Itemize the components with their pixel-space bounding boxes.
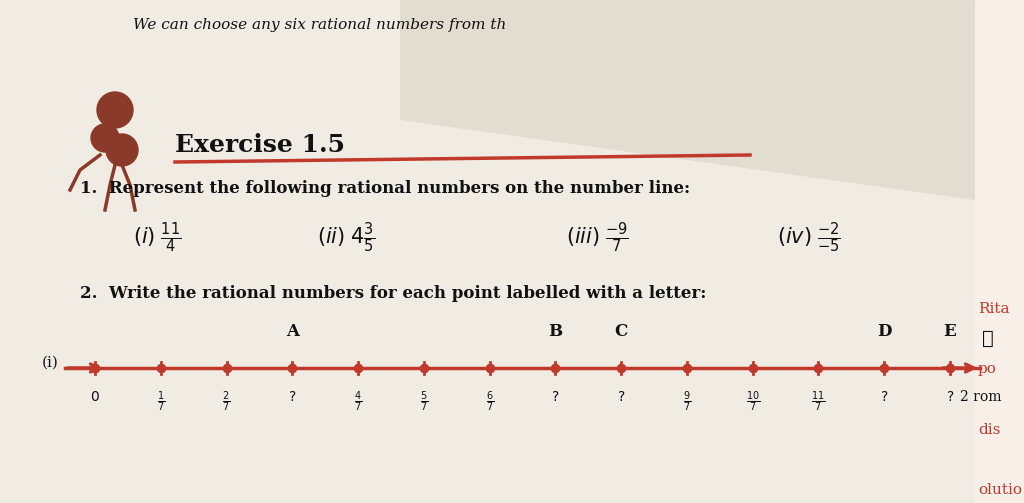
- Text: $\frac{1}{7}$: $\frac{1}{7}$: [157, 390, 165, 414]
- Circle shape: [91, 124, 119, 152]
- Circle shape: [97, 92, 133, 128]
- Text: $?$: $?$: [551, 390, 559, 404]
- Text: $\frac{10}{7}$: $\frac{10}{7}$: [745, 390, 760, 414]
- Text: $?$: $?$: [946, 390, 954, 404]
- Text: D: D: [877, 323, 892, 340]
- Text: We can choose any six rational numbers from th: We can choose any six rational numbers f…: [133, 18, 507, 32]
- Text: 1.  Represent the following rational numbers on the number line:: 1. Represent the following rational numb…: [80, 180, 690, 197]
- Text: $\frac{6}{7}$: $\frac{6}{7}$: [485, 390, 494, 414]
- Text: C: C: [614, 323, 628, 340]
- Text: $?$: $?$: [880, 390, 889, 404]
- Text: dis: dis: [978, 423, 1000, 437]
- Text: $?$: $?$: [288, 390, 297, 404]
- Text: olutio: olutio: [978, 483, 1022, 497]
- Text: $\frac{4}{7}$: $\frac{4}{7}$: [354, 390, 362, 414]
- Text: B: B: [548, 323, 562, 340]
- Text: (i): (i): [42, 356, 58, 370]
- Bar: [975, 0, 1024, 503]
- Text: $\frac{5}{7}$: $\frac{5}{7}$: [420, 390, 428, 414]
- Text: $?$: $?$: [617, 390, 626, 404]
- Text: po: po: [978, 362, 997, 376]
- Text: $(i)\;\frac{11}{4}$: $(i)\;\frac{11}{4}$: [133, 221, 181, 255]
- Text: ∴: ∴: [982, 330, 993, 348]
- Text: 2 rom: 2 rom: [961, 390, 1001, 404]
- Text: $(iii)\;\frac{-9}{7}$: $(iii)\;\frac{-9}{7}$: [566, 221, 629, 255]
- Circle shape: [106, 134, 138, 166]
- Text: $(ii)\;4\frac{3}{5}$: $(ii)\;4\frac{3}{5}$: [317, 221, 375, 255]
- Text: Rita: Rita: [978, 302, 1010, 316]
- Text: E: E: [944, 323, 956, 340]
- Text: $(iv)\;\frac{-2}{-5}$: $(iv)\;\frac{-2}{-5}$: [777, 221, 841, 255]
- Text: A: A: [286, 323, 299, 340]
- Text: $\frac{11}{7}$: $\frac{11}{7}$: [811, 390, 825, 414]
- Polygon shape: [400, 0, 975, 200]
- Text: Exercise 1.5: Exercise 1.5: [175, 133, 345, 157]
- Text: $\frac{2}{7}$: $\frac{2}{7}$: [222, 390, 230, 414]
- Text: $\frac{9}{7}$: $\frac{9}{7}$: [683, 390, 691, 414]
- Text: 2.  Write the rational numbers for each point labelled with a letter:: 2. Write the rational numbers for each p…: [80, 285, 707, 302]
- Text: $0$: $0$: [90, 390, 100, 404]
